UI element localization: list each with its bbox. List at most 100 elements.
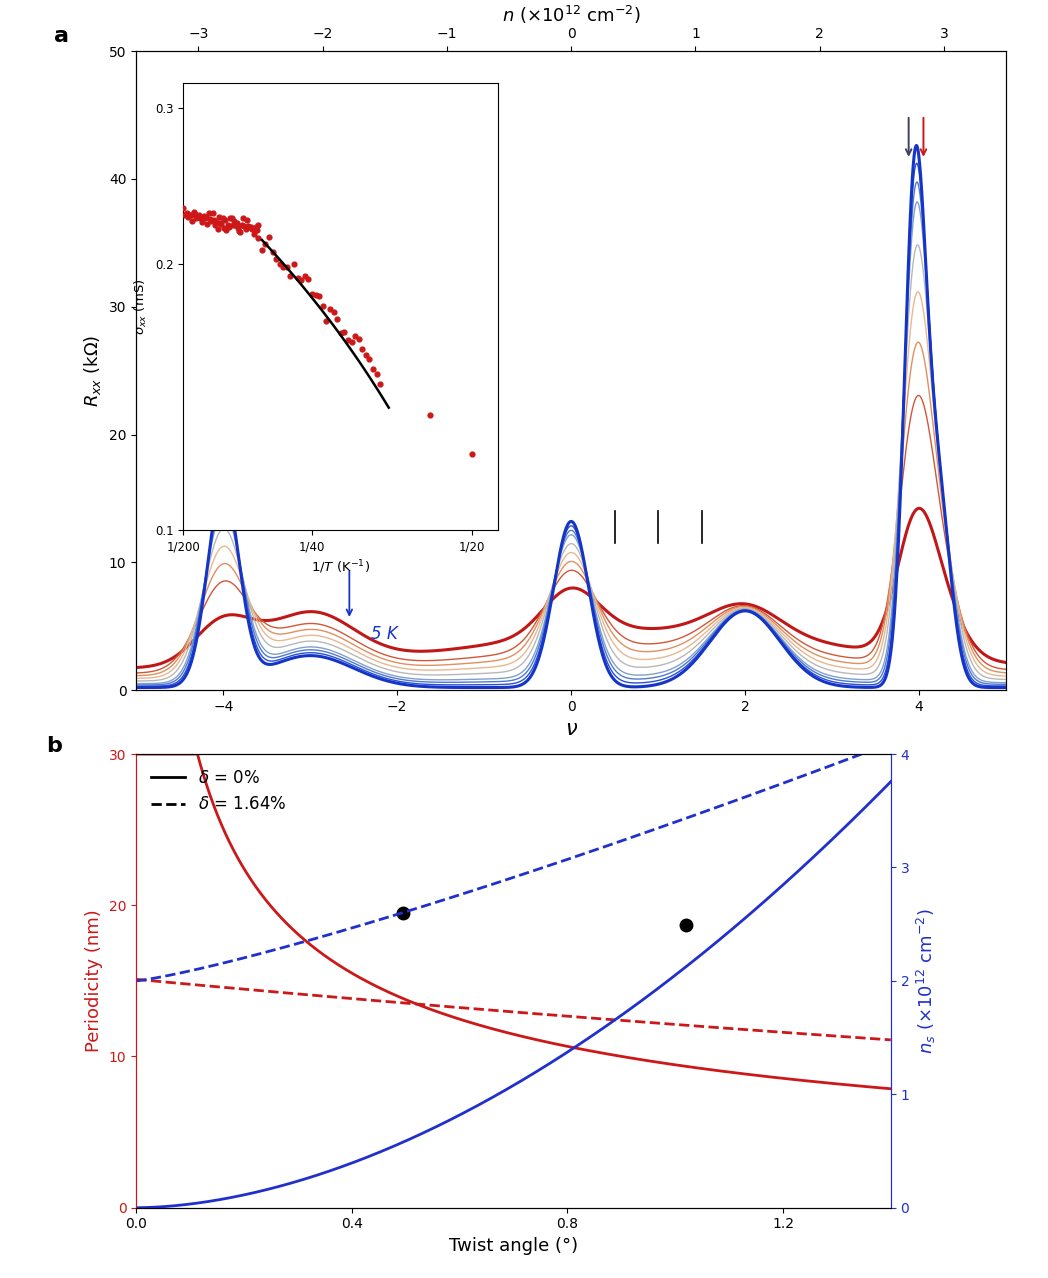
Point: [185, 202, 202, 222]
Point: [181, 204, 198, 225]
Point: [236, 215, 253, 235]
Point: [421, 405, 438, 426]
X-axis label: Twist angle (°): Twist angle (°): [449, 1237, 578, 1255]
Point: [289, 268, 306, 289]
Point: [203, 211, 220, 231]
Point: [179, 203, 196, 224]
Point: [197, 207, 214, 227]
Point: [311, 286, 328, 307]
Text: a: a: [53, 26, 68, 46]
Point: [230, 217, 246, 238]
Point: [191, 204, 208, 225]
Point: [214, 208, 231, 229]
Point: [247, 217, 264, 238]
Point: [297, 266, 313, 286]
Point: [275, 257, 291, 277]
Point: [322, 299, 339, 320]
Point: [198, 207, 215, 227]
Point: [249, 227, 266, 248]
Point: [175, 198, 192, 219]
Point: [241, 217, 258, 238]
Point: [279, 257, 296, 277]
Point: [219, 215, 236, 235]
Point: [318, 311, 334, 331]
Point: [211, 207, 227, 227]
Point: [292, 270, 309, 290]
Legend: $\delta$ = 0%, $\delta$ = 1.64%: $\delta$ = 0%, $\delta$ = 1.64%: [145, 763, 293, 820]
Point: [350, 328, 367, 349]
Point: [228, 212, 245, 233]
Point: [257, 234, 274, 254]
Point: [463, 443, 480, 464]
Point: [282, 266, 299, 286]
Point: [213, 213, 230, 234]
Point: [271, 254, 288, 275]
Point: [201, 208, 218, 229]
Point: [343, 332, 359, 353]
Point: [183, 211, 200, 231]
Point: [221, 217, 238, 238]
Point: [218, 220, 235, 240]
Point: [222, 208, 239, 229]
Point: [304, 284, 321, 304]
Point: [206, 215, 223, 235]
Point: [212, 212, 228, 233]
Point: [357, 345, 374, 366]
Point: [231, 221, 247, 242]
Point: [365, 359, 381, 380]
Point: [199, 213, 216, 234]
X-axis label: $n$ ($\times$10$^{12}$ cm$^{-2}$): $n$ ($\times$10$^{12}$ cm$^{-2}$): [502, 4, 640, 26]
Point: [332, 322, 349, 343]
Point: [261, 227, 278, 248]
Point: [238, 210, 255, 230]
Point: [246, 224, 263, 244]
Point: [194, 212, 211, 233]
Point: [249, 215, 266, 235]
Point: [245, 220, 262, 240]
Point: [314, 296, 331, 317]
Point: [240, 216, 257, 236]
Point: [204, 202, 221, 222]
Y-axis label: $R_{xx}$ (k$\Omega$): $R_{xx}$ (k$\Omega$): [83, 335, 104, 406]
Point: [267, 249, 284, 270]
Point: [210, 219, 226, 239]
Point: [193, 208, 210, 229]
Point: [232, 221, 248, 242]
Y-axis label: $\sigma_{xx}$ (mS): $\sigma_{xx}$ (mS): [133, 279, 150, 335]
Point: [347, 326, 364, 346]
Point: [225, 211, 242, 231]
X-axis label: $\nu$: $\nu$: [565, 720, 577, 740]
Point: [368, 364, 385, 385]
Point: [180, 207, 197, 227]
Point: [237, 219, 254, 239]
Point: [182, 204, 199, 225]
Point: [177, 203, 194, 224]
Point: [200, 203, 217, 224]
Point: [254, 240, 270, 261]
Point: [187, 203, 203, 224]
Point: [195, 206, 212, 226]
Point: [336, 322, 353, 343]
Point: [248, 220, 265, 240]
Point: [372, 373, 389, 394]
Point: [208, 212, 224, 233]
Text: 80 K: 80 K: [371, 504, 409, 521]
Point: [176, 204, 193, 225]
X-axis label: $1/T$ (K$^{-1}$): $1/T$ (K$^{-1}$): [311, 558, 370, 576]
Point: [217, 211, 234, 231]
Point: [216, 217, 233, 238]
Text: 5 K: 5 K: [371, 625, 398, 643]
Point: [329, 309, 346, 330]
Point: [300, 270, 316, 290]
Point: [325, 302, 342, 322]
Text: b: b: [46, 736, 62, 755]
Point: [188, 208, 204, 229]
Point: [234, 215, 250, 235]
Point: [223, 207, 240, 227]
Point: [235, 208, 252, 229]
Point: [362, 349, 378, 369]
Point: [205, 210, 222, 230]
Point: [286, 254, 303, 275]
Point: [264, 243, 281, 263]
Point: [224, 215, 241, 235]
